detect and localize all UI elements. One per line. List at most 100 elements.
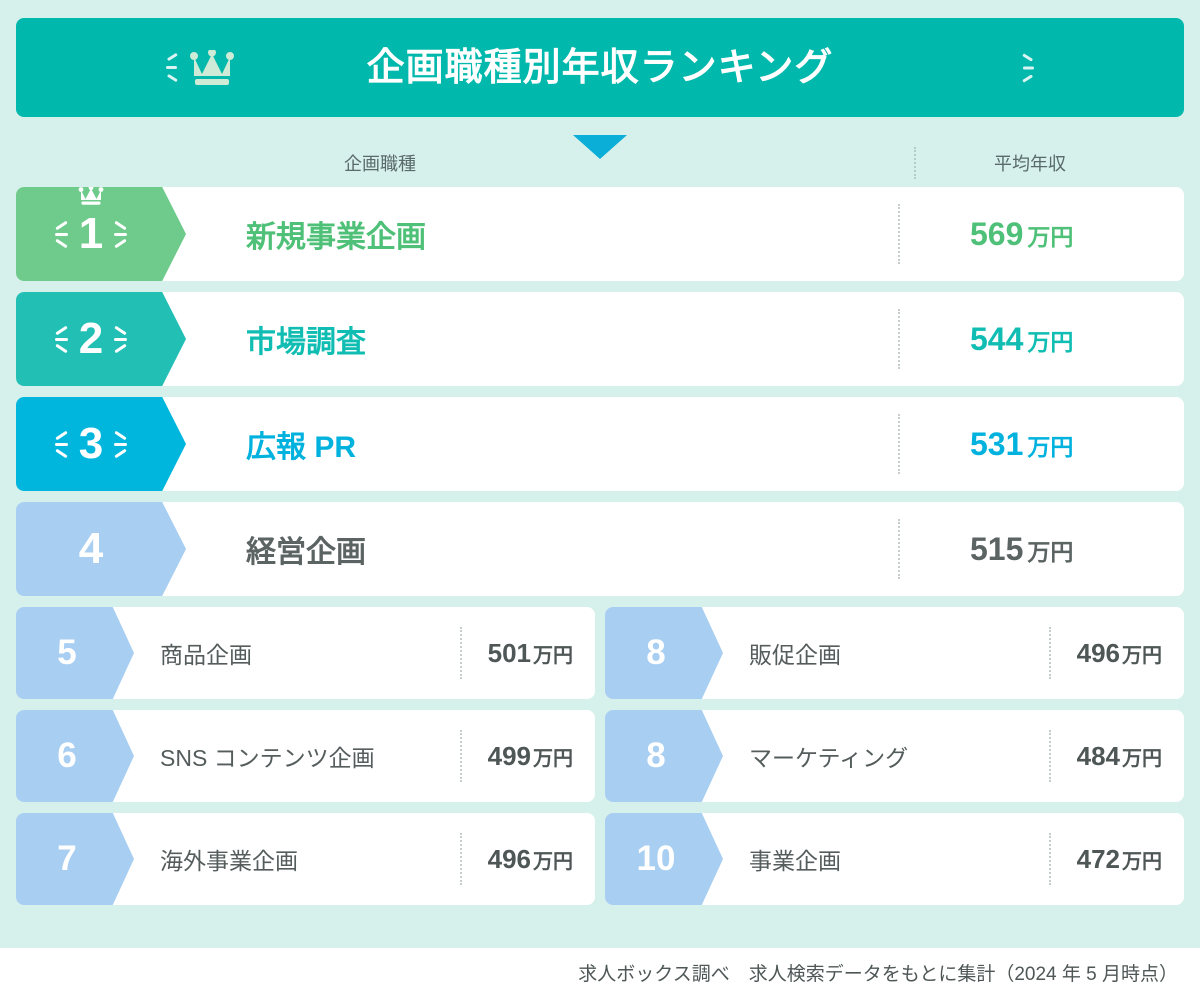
salary-number: 484 (1076, 740, 1120, 771)
salary-value: 496 万円 (488, 844, 573, 875)
salary-divider (898, 414, 900, 474)
salary-unit: 万円 (1027, 328, 1074, 355)
salary-value: 569 万円 (970, 216, 1073, 253)
rank-number: 10 (636, 839, 676, 878)
job-title: 広報 PR (246, 431, 357, 464)
ranking-cell: 8 販促企画 496 万円 (605, 607, 1184, 699)
salary-cell: 569 万円 (898, 187, 1073, 281)
salary-value: 501 万円 (488, 638, 573, 669)
salary-number: 569 (970, 215, 1024, 252)
ranking-cell: 5 商品企画 501 万円 (16, 607, 595, 699)
salary-unit: 万円 (1122, 747, 1162, 770)
salary-unit: 万円 (1122, 850, 1162, 873)
column-header-job: 企画職種 (344, 154, 416, 174)
salary-value: 496 万円 (1077, 638, 1162, 669)
ranking-row: 1 新規事業企画 569 万円 (16, 187, 1184, 281)
salary-number: 544 (970, 320, 1024, 357)
job-title: 販促企画 (749, 642, 841, 668)
salary-divider (898, 519, 900, 579)
salary-cell: 544 万円 (898, 292, 1073, 386)
salary-value: 484 万円 (1077, 741, 1162, 772)
footer-note-bar: 求人ボックス調べ 求人検索データをもとに集計（2024 年 5 月時点） (0, 948, 1200, 996)
salary-divider (459, 627, 462, 679)
salary-value: 544 万円 (970, 321, 1073, 358)
rank-badge: 7 (16, 813, 134, 905)
job-title: 経営企画 (246, 536, 366, 569)
rank-badge: 10 (605, 813, 723, 905)
rank-number: 3 (78, 419, 104, 468)
salary-divider (459, 833, 462, 885)
rank-number: 5 (57, 633, 77, 672)
ranking-row: 3 広報 PR 531 万円 (16, 397, 1184, 491)
secondary-ranking-grid: 5 商品企画 501 万円 8 販促企画 496 万円 6 SNS コンテンツ企画 499 万円 8 マー… (16, 607, 1184, 905)
salary-value: 531 万円 (970, 426, 1073, 463)
rank-number: 2 (78, 314, 104, 363)
triangle-down-icon (573, 135, 627, 159)
rank-badge: 2 (16, 292, 186, 386)
sparkle-icon (1022, 52, 1034, 83)
salary-unit: 万円 (1122, 644, 1162, 667)
rank-badge: 4 (16, 502, 186, 596)
ranking-row: 4 経営企画 515 万円 (16, 502, 1184, 596)
salary-number: 496 (487, 843, 531, 874)
sparkle-icon (54, 325, 68, 353)
sparkle-icon (114, 220, 128, 248)
salary-value: 499 万円 (488, 741, 573, 772)
job-title: 商品企画 (160, 642, 252, 668)
job-title: マーケティング (749, 745, 909, 771)
job-title: 市場調査 (246, 326, 366, 359)
ranking-cell: 10 事業企画 472 万円 (605, 813, 1184, 905)
ranking-cell: 6 SNS コンテンツ企画 499 万円 (16, 710, 595, 802)
salary-cell: 531 万円 (898, 397, 1073, 491)
ranking-cell: 7 海外事業企画 496 万円 (16, 813, 595, 905)
salary-number: 499 (487, 740, 531, 771)
salary-cell: 496 万円 (459, 813, 573, 905)
header-right-decoration (1022, 52, 1034, 83)
salary-unit: 万円 (1027, 223, 1074, 250)
salary-cell: 484 万円 (1048, 710, 1162, 802)
salary-divider (1048, 833, 1051, 885)
salary-unit: 万円 (533, 644, 573, 667)
salary-cell: 501 万円 (459, 607, 573, 699)
header-banner: 企画職種別年収ランキング (16, 18, 1184, 117)
rank-badge: 5 (16, 607, 134, 699)
rank-badge: 3 (16, 397, 186, 491)
salary-unit: 万円 (1027, 433, 1074, 460)
source-note: 求人ボックス調べ 求人検索データをもとに集計（2024 年 5 月時点） (578, 963, 1178, 985)
job-title: SNS コンテンツ企画 (160, 745, 375, 771)
sparkle-icon (166, 52, 178, 83)
rank-badge: 1 (16, 187, 186, 281)
ranking-cell: 8 マーケティング 484 万円 (605, 710, 1184, 802)
salary-divider (898, 309, 900, 369)
salary-cell: 499 万円 (459, 710, 573, 802)
crown-icon (78, 187, 104, 205)
salary-cell: 496 万円 (1048, 607, 1162, 699)
salary-value: 472 万円 (1077, 844, 1162, 875)
ranking-infographic: 企画職種別年収ランキング 企画職種 平均年収 1 新規事業企画 569 万円 2 市場調査… (0, 18, 1200, 996)
salary-number: 515 (970, 530, 1024, 567)
column-header-row: 企画職種 平均年収 (16, 139, 1184, 187)
sparkle-icon (54, 430, 68, 458)
salary-divider (898, 204, 900, 264)
rank-number: 4 (78, 524, 104, 573)
column-header-salary: 平均年収 (994, 154, 1066, 174)
salary-value: 515 万円 (970, 531, 1073, 568)
salary-divider (459, 730, 462, 782)
salary-cell: 515 万円 (898, 502, 1073, 596)
salary-divider (1048, 627, 1051, 679)
crown-icon (190, 49, 234, 85)
column-header-divider (914, 147, 916, 179)
top-ranking-list: 1 新規事業企画 569 万円 2 市場調査 544 万円 3 広報 PR 531 万円 4 経営企画 51… (16, 187, 1184, 596)
salary-number: 531 (970, 425, 1024, 462)
rank-number: 1 (78, 209, 104, 258)
rank-number: 6 (57, 736, 77, 775)
job-title: 海外事業企画 (160, 848, 298, 874)
page-title: 企画職種別年収ランキング (366, 46, 834, 89)
sparkle-icon (114, 325, 128, 353)
salary-divider (1048, 730, 1051, 782)
job-title: 新規事業企画 (246, 221, 426, 254)
salary-number: 496 (1076, 637, 1120, 668)
rank-number: 8 (646, 633, 666, 672)
salary-unit: 万円 (1027, 538, 1074, 565)
rank-badge: 6 (16, 710, 134, 802)
